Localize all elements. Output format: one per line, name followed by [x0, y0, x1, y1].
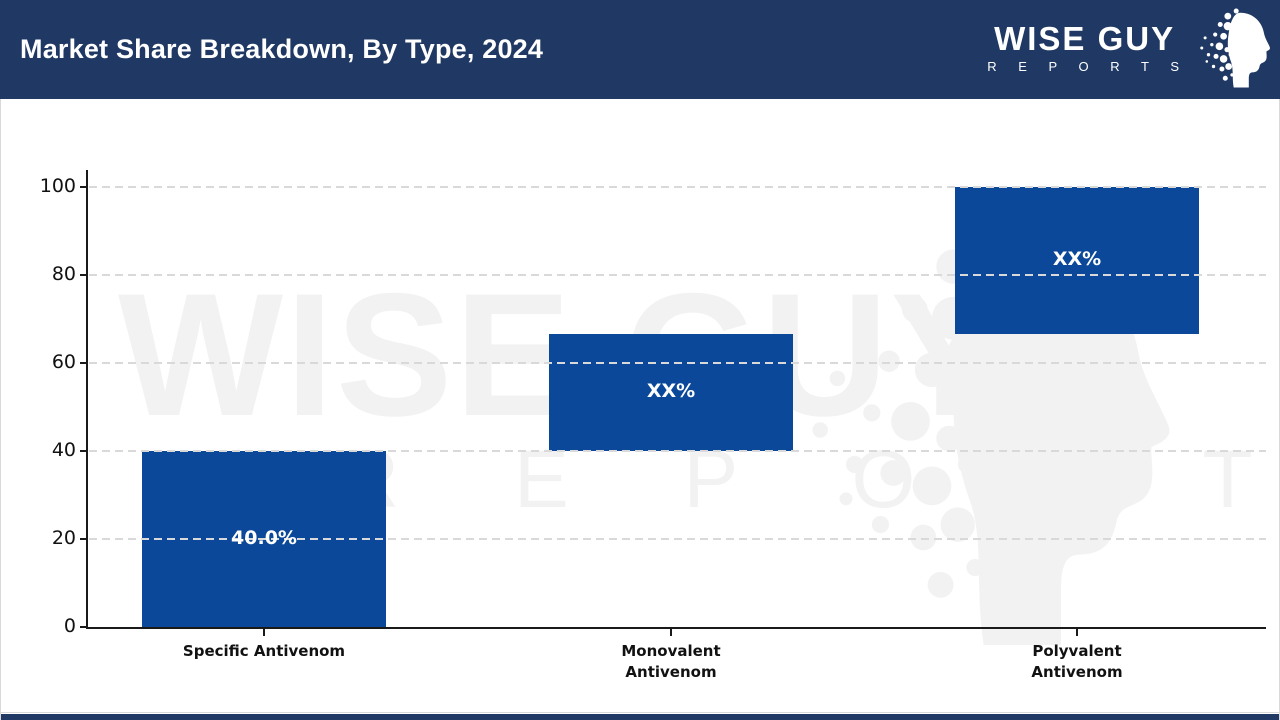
bar-value-label: 40.0% — [231, 527, 297, 549]
gridline-40 — [89, 450, 1266, 452]
y-axis-tick-label: 20 — [51, 527, 76, 549]
y-axis-tick-label: 80 — [51, 263, 76, 285]
footer-accent-bar — [0, 714, 1280, 720]
page-title: Market Share Breakdown, By Type, 2024 — [20, 34, 544, 64]
y-tick-mark — [80, 186, 88, 188]
bar-value-label: XX% — [646, 380, 696, 403]
y-axis-line — [86, 170, 88, 629]
y-axis-tick-label: 100 — [39, 175, 76, 197]
brand-logo: WISE GUY R E P O R T S — [981, 4, 1274, 92]
bar-2 — [549, 333, 793, 451]
x-tick-mark — [1076, 629, 1078, 636]
face-profile-dots-icon — [1200, 8, 1270, 88]
y-axis-tick-label: 40 — [51, 439, 76, 461]
brand-name: WISE GUY — [994, 20, 1176, 57]
y-tick-mark — [80, 274, 88, 276]
brand-subtitle: R E P O R T S — [987, 59, 1188, 74]
footer-divider — [0, 712, 1280, 713]
gridline-20 — [89, 538, 1266, 540]
gridline-60 — [89, 362, 1266, 364]
y-axis-tick-label: 60 — [51, 351, 76, 373]
bar-value-label: XX% — [1052, 248, 1102, 271]
gridline-80 — [89, 274, 1266, 276]
x-axis-category-label: Polyvalent Antivenom — [1031, 642, 1123, 681]
gridline-100 — [89, 186, 1266, 188]
brand-logo-text: WISE GUY R E P O R T S — [981, 21, 1188, 75]
bar-3 — [955, 187, 1199, 334]
y-tick-mark — [80, 450, 88, 452]
x-tick-mark — [670, 629, 672, 636]
header-bar: Market Share Breakdown, By Type, 2024 WI… — [0, 0, 1280, 99]
y-tick-mark — [80, 538, 88, 540]
x-axis-category-label: Monovalent Antivenom — [621, 642, 721, 681]
y-tick-mark — [80, 362, 88, 364]
x-axis-category-label: Specific Antivenom — [182, 642, 346, 660]
x-axis-line — [86, 627, 1266, 629]
y-axis-tick-label: 0 — [63, 615, 76, 637]
x-tick-mark — [263, 629, 265, 636]
y-tick-mark — [80, 626, 88, 628]
